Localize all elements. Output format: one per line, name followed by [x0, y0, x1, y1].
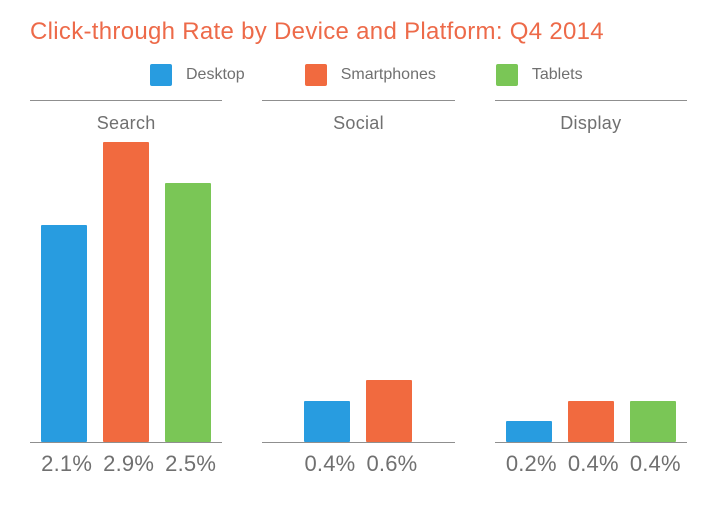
label-display-desktop: 0.2%	[506, 451, 552, 477]
legend: Desktop Smartphones Tablets	[30, 64, 687, 86]
panel-search: Search 2.1% 2.9% 2.5%	[30, 100, 222, 477]
bar-search-tablets	[165, 183, 211, 442]
bars-search	[30, 142, 222, 442]
bar-social-desktop	[304, 401, 350, 442]
legend-label-desktop: Desktop	[186, 66, 245, 84]
legend-item-smartphones: Smartphones	[305, 64, 436, 86]
label-display-smartphones: 0.4%	[568, 451, 614, 477]
bar-search-smartphones	[103, 142, 149, 442]
bar-social-smartphones	[366, 380, 412, 442]
panel-title-search: Search	[30, 113, 222, 134]
panel-rule-top	[30, 100, 222, 101]
bar-display-desktop	[506, 421, 552, 442]
label-display-tablets: 0.4%	[630, 451, 676, 477]
label-social-desktop: 0.4%	[304, 451, 350, 477]
labels-display: 0.2% 0.4% 0.4%	[495, 443, 687, 477]
plot-display	[495, 142, 687, 442]
legend-swatch-desktop	[150, 64, 172, 86]
panel-rule-top	[262, 100, 454, 101]
labels-social: 0.4% 0.6%	[262, 443, 454, 477]
panel-title-display: Display	[495, 113, 687, 134]
plot-search	[30, 142, 222, 442]
plot-social	[262, 142, 454, 442]
chart-title: Click-through Rate by Device and Platfor…	[30, 18, 687, 46]
legend-item-tablets: Tablets	[496, 64, 583, 86]
bar-search-desktop	[41, 225, 87, 442]
labels-search: 2.1% 2.9% 2.5%	[30, 443, 222, 477]
legend-swatch-tablets	[496, 64, 518, 86]
bars-social	[262, 142, 454, 442]
panel-rule-top	[495, 100, 687, 101]
legend-label-tablets: Tablets	[532, 66, 583, 84]
bar-display-tablets	[630, 401, 676, 442]
label-social-smartphones: 0.6%	[366, 451, 412, 477]
panel-social: Social 0.4% 0.6%	[262, 100, 454, 477]
panel-title-social: Social	[262, 113, 454, 134]
bars-display	[495, 142, 687, 442]
charts-row: Search 2.1% 2.9% 2.5% Social	[30, 100, 687, 477]
label-search-desktop: 2.1%	[41, 451, 87, 477]
legend-swatch-smartphones	[305, 64, 327, 86]
legend-label-smartphones: Smartphones	[341, 66, 436, 84]
panel-display: Display 0.2% 0.4% 0.4%	[495, 100, 687, 477]
label-search-tablets: 2.5%	[165, 451, 211, 477]
bar-display-smartphones	[568, 401, 614, 442]
page: Click-through Rate by Device and Platfor…	[0, 0, 717, 507]
legend-item-desktop: Desktop	[150, 64, 245, 86]
label-search-smartphones: 2.9%	[103, 451, 149, 477]
